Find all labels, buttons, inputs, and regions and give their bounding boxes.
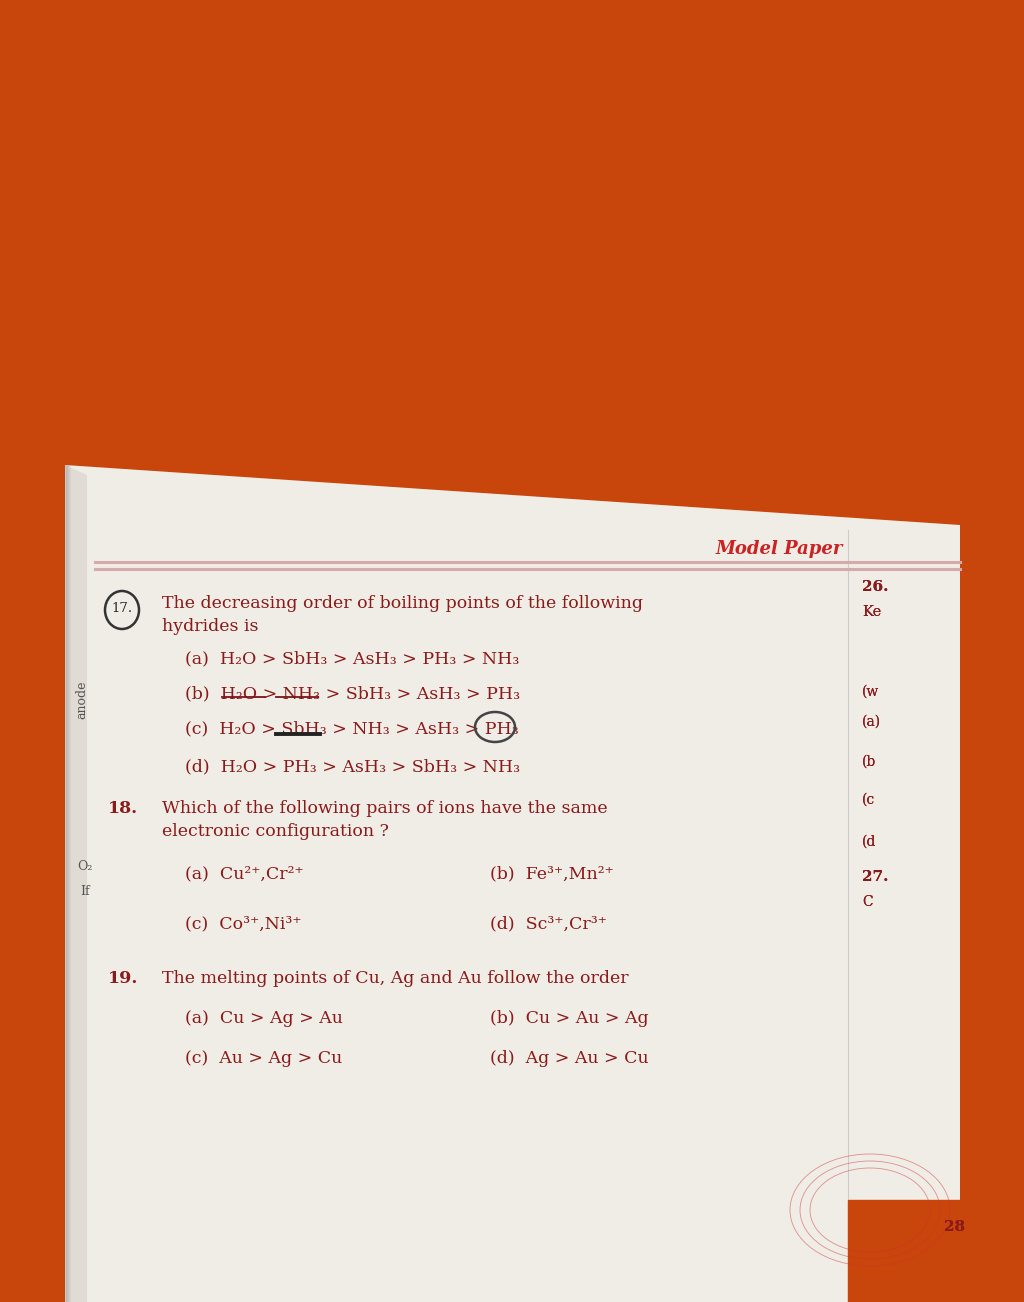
Text: 27.: 27. — [862, 870, 889, 884]
Text: Model Paper: Model Paper — [716, 540, 843, 559]
Text: If: If — [80, 885, 90, 898]
Text: (b)  Cu > Au > Ag: (b) Cu > Au > Ag — [490, 1010, 648, 1027]
Text: (a): (a) — [862, 715, 881, 729]
Text: (w: (w — [862, 685, 880, 699]
Text: (b: (b — [862, 755, 877, 769]
Text: 26.: 26. — [862, 579, 889, 594]
Text: (c)  Au > Ag > Cu: (c) Au > Ag > Cu — [185, 1049, 342, 1068]
Text: 17.: 17. — [112, 602, 132, 615]
Text: anode: anode — [76, 681, 88, 719]
Text: 28: 28 — [944, 1220, 966, 1234]
Text: The melting points of Cu, Ag and Au follow the order: The melting points of Cu, Ag and Au foll… — [162, 970, 629, 987]
Text: Ke: Ke — [862, 605, 882, 618]
Text: 19.: 19. — [108, 970, 138, 987]
Text: (d)  H₂O > PH₃ > AsH₃ > SbH₃ > NH₃: (d) H₂O > PH₃ > AsH₃ > SbH₃ > NH₃ — [185, 758, 520, 775]
Text: (b)  Fe³⁺,Mn²⁺: (b) Fe³⁺,Mn²⁺ — [490, 865, 613, 881]
Text: (d)  Ag > Au > Cu: (d) Ag > Au > Cu — [490, 1049, 648, 1068]
Text: (d: (d — [862, 835, 877, 849]
Text: (b)  H₂O > NH₃ > SbH₃ > AsH₃ > PH₃: (b) H₂O > NH₃ > SbH₃ > AsH₃ > PH₃ — [185, 685, 520, 702]
Text: (d)  Sc³⁺,Cr³⁺: (d) Sc³⁺,Cr³⁺ — [490, 915, 607, 932]
Text: (a)  Cu²⁺,Cr²⁺: (a) Cu²⁺,Cr²⁺ — [185, 865, 304, 881]
Text: C: C — [862, 894, 872, 909]
Text: Ke: Ke — [862, 605, 882, 618]
Bar — [848, 1200, 1024, 1302]
Text: 27.: 27. — [862, 870, 889, 884]
Text: (c)  Co³⁺,Ni³⁺: (c) Co³⁺,Ni³⁺ — [185, 915, 301, 932]
Text: (a): (a) — [862, 715, 881, 729]
Text: (a)  H₂O > SbH₃ > AsH₃ > PH₃ > NH₃: (a) H₂O > SbH₃ > AsH₃ > PH₃ > NH₃ — [185, 650, 519, 667]
Text: 28: 28 — [944, 1220, 966, 1234]
Polygon shape — [65, 465, 87, 1302]
Text: (d: (d — [862, 835, 877, 849]
Text: (a)  Cu > Ag > Au: (a) Cu > Ag > Au — [185, 1010, 343, 1027]
Text: (c: (c — [862, 793, 876, 807]
Text: C: C — [862, 894, 872, 909]
Text: hydrides is: hydrides is — [162, 618, 258, 635]
Text: (c)  H₂O > SbH₃ > NH₃ > AsH₃ > PH₃: (c) H₂O > SbH₃ > NH₃ > AsH₃ > PH₃ — [185, 720, 519, 737]
Text: (b: (b — [862, 755, 877, 769]
Text: electronic configuration ?: electronic configuration ? — [162, 823, 389, 840]
Polygon shape — [65, 465, 961, 1302]
Text: O₂: O₂ — [78, 861, 93, 874]
Text: (c: (c — [862, 793, 876, 807]
Text: Which of the following pairs of ions have the same: Which of the following pairs of ions hav… — [162, 799, 607, 816]
Text: 18.: 18. — [108, 799, 138, 816]
Text: The decreasing order of boiling points of the following: The decreasing order of boiling points o… — [162, 595, 643, 612]
Text: 26.: 26. — [862, 579, 889, 594]
Text: (w: (w — [862, 685, 880, 699]
